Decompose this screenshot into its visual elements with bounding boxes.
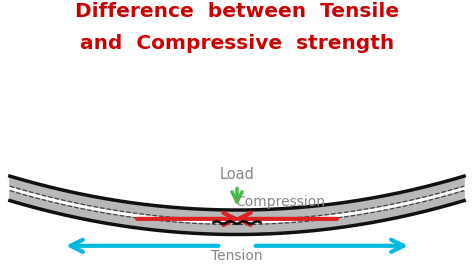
Polygon shape bbox=[10, 191, 464, 235]
Text: Difference  between  Tensile: Difference between Tensile bbox=[75, 2, 399, 21]
Text: Load: Load bbox=[219, 167, 255, 182]
Text: Tension: Tension bbox=[211, 249, 263, 263]
Text: and  Compressive  strength: and Compressive strength bbox=[80, 34, 394, 53]
Text: Compression: Compression bbox=[236, 194, 326, 209]
Polygon shape bbox=[10, 176, 464, 220]
